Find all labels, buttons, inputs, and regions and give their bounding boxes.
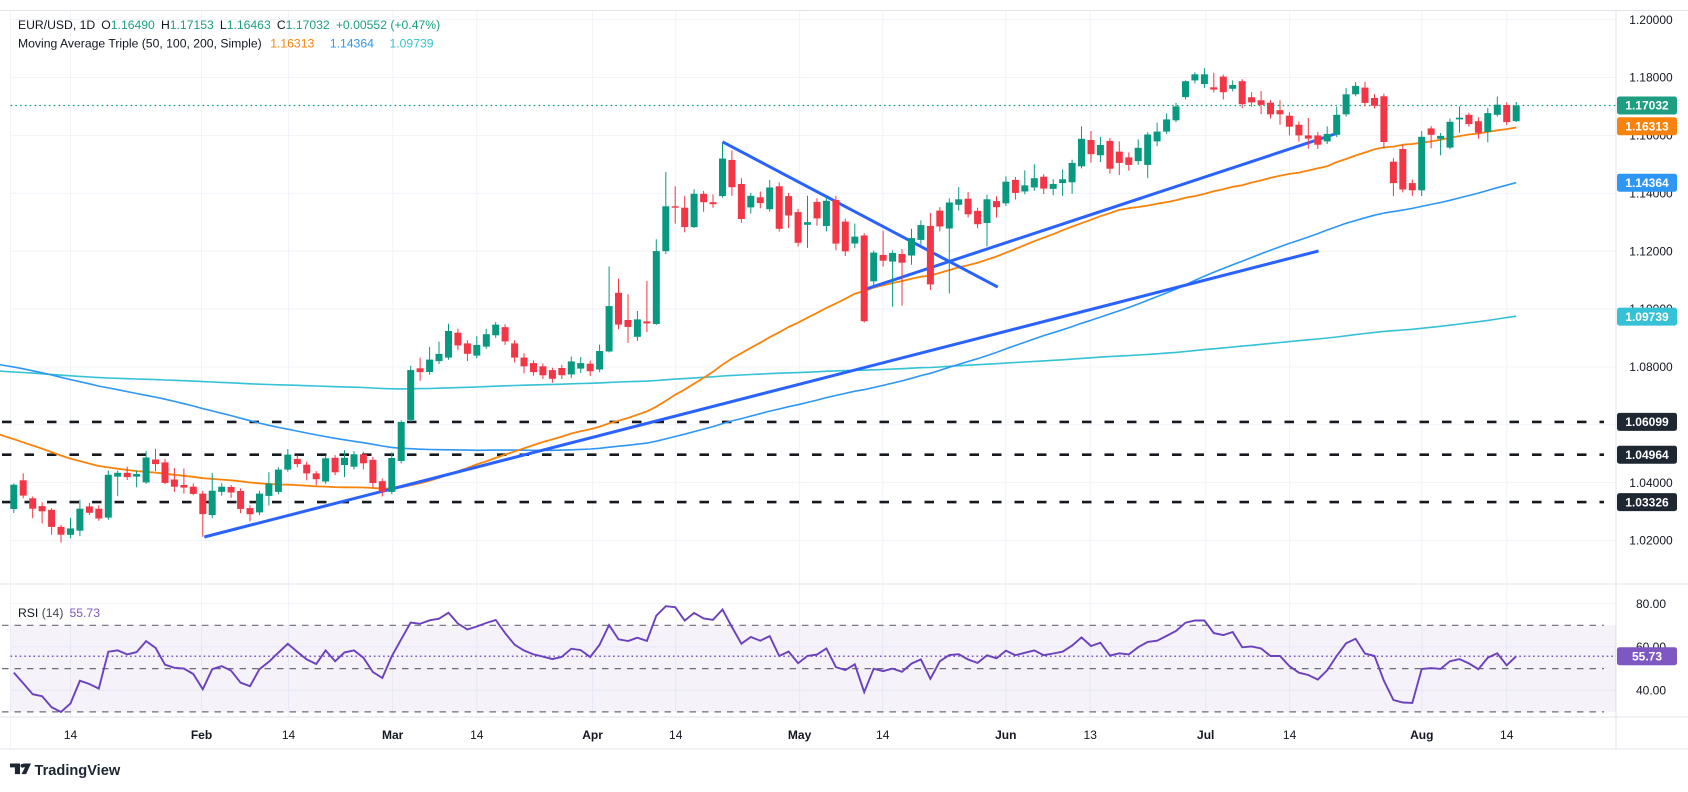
- svg-text:TradingView: TradingView: [35, 763, 121, 779]
- svg-text:Moving Average Triple (50, 100: Moving Average Triple (50, 100, 200, Sim…: [18, 37, 434, 51]
- svg-text:Aug: Aug: [1410, 728, 1433, 742]
- svg-text:Mar: Mar: [382, 728, 404, 742]
- svg-text:14: 14: [1283, 728, 1297, 742]
- svg-text:14: 14: [282, 728, 296, 742]
- svg-text:14: 14: [876, 728, 890, 742]
- svg-text:1.14364: 1.14364: [1625, 176, 1669, 190]
- svg-text:1.08000: 1.08000: [1629, 360, 1673, 374]
- svg-text:1.18000: 1.18000: [1629, 71, 1673, 85]
- svg-text:Feb: Feb: [191, 728, 212, 742]
- svg-text:May: May: [788, 728, 812, 742]
- svg-text:RSI (14) 55.73: RSI (14) 55.73: [18, 606, 100, 620]
- svg-text:1.20000: 1.20000: [1629, 13, 1673, 27]
- svg-text:14: 14: [1500, 728, 1514, 742]
- svg-text:1.12000: 1.12000: [1629, 244, 1673, 258]
- svg-text:14: 14: [64, 728, 78, 742]
- svg-text:1.03326: 1.03326: [1625, 495, 1669, 509]
- svg-text:14: 14: [669, 728, 683, 742]
- svg-text:80.00: 80.00: [1636, 597, 1666, 611]
- svg-text:1.17032: 1.17032: [1625, 99, 1669, 113]
- svg-text:1.16313: 1.16313: [1625, 120, 1669, 134]
- svg-text:1.04964: 1.04964: [1625, 448, 1669, 462]
- svg-text:Jul: Jul: [1197, 728, 1214, 742]
- svg-text:1.04000: 1.04000: [1629, 476, 1673, 490]
- svg-text:1.02000: 1.02000: [1629, 534, 1673, 548]
- svg-text:Jun: Jun: [995, 728, 1016, 742]
- svg-text:40.00: 40.00: [1636, 684, 1666, 698]
- svg-text:1.06099: 1.06099: [1625, 415, 1669, 429]
- svg-text:14: 14: [470, 728, 484, 742]
- svg-text:13: 13: [1084, 728, 1098, 742]
- svg-text:Apr: Apr: [582, 728, 603, 742]
- svg-text:55.73: 55.73: [1632, 649, 1662, 663]
- svg-text:1.09739: 1.09739: [1625, 310, 1669, 324]
- svg-text:EUR/USD, 1D O1.16490 H1.17153: EUR/USD, 1D O1.16490 H1.17153 L1.16463 C…: [18, 18, 440, 32]
